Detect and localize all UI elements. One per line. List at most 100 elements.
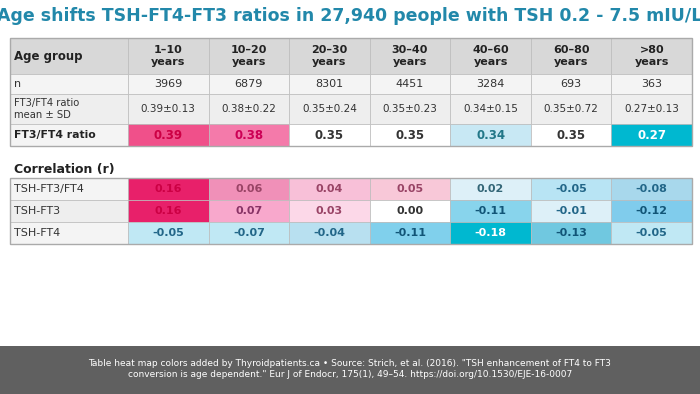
Text: 30–40
years: 30–40 years (392, 45, 428, 67)
Bar (10, 124, 128, 146)
Text: -0.11: -0.11 (394, 228, 426, 238)
Text: 0.34: 0.34 (476, 128, 505, 141)
Bar (289, 124, 370, 146)
Text: 0.35: 0.35 (556, 128, 586, 141)
Bar (10, 38, 128, 74)
Text: 1–10
years: 1–10 years (151, 45, 186, 67)
Text: 3969: 3969 (154, 79, 183, 89)
Text: 0.35±0.23: 0.35±0.23 (383, 104, 438, 114)
Bar (611, 222, 692, 244)
Text: -0.05: -0.05 (555, 184, 587, 194)
Text: 0.02: 0.02 (477, 184, 504, 194)
Bar (128, 94, 209, 124)
Text: Table heat map colors added by Thyroidpatients.ca • Source: Strich, et al. (2016: Table heat map colors added by Thyroidpa… (89, 359, 611, 379)
Text: -0.11: -0.11 (475, 206, 507, 216)
Text: 20–30
years: 20–30 years (312, 45, 348, 67)
Text: 4451: 4451 (396, 79, 424, 89)
Bar (531, 178, 611, 200)
Text: >80
years: >80 years (634, 45, 669, 67)
Bar (10, 38, 692, 146)
Bar (611, 124, 692, 146)
Bar (450, 94, 531, 124)
Bar (10, 200, 128, 222)
Text: FT3/FT4 ratio: FT3/FT4 ratio (14, 130, 96, 140)
Bar (450, 38, 531, 74)
Text: 0.05: 0.05 (396, 184, 424, 194)
Text: 0.04: 0.04 (316, 184, 343, 194)
Bar (611, 94, 692, 124)
Text: 693: 693 (561, 79, 582, 89)
Text: FT3/FT4 ratio
mean ± SD: FT3/FT4 ratio mean ± SD (14, 98, 79, 120)
Bar (370, 74, 450, 94)
Bar (450, 200, 531, 222)
Bar (289, 38, 370, 74)
Bar (531, 124, 611, 146)
Bar (289, 222, 370, 244)
Bar (611, 200, 692, 222)
Bar (209, 38, 289, 74)
Bar (128, 124, 209, 146)
Bar (450, 124, 531, 146)
Bar (370, 178, 450, 200)
Text: -0.13: -0.13 (555, 228, 587, 238)
Bar (209, 124, 289, 146)
Bar (370, 38, 450, 74)
Bar (209, 222, 289, 244)
Bar (611, 74, 692, 94)
Bar (450, 178, 531, 200)
Text: 0.38: 0.38 (234, 128, 263, 141)
Text: 8301: 8301 (316, 79, 344, 89)
Text: TSH-FT3/FT4: TSH-FT3/FT4 (14, 184, 84, 194)
Text: 0.00: 0.00 (396, 206, 424, 216)
Bar (10, 178, 128, 200)
Text: Age group: Age group (14, 50, 83, 63)
Bar (611, 178, 692, 200)
Bar (10, 178, 692, 244)
Text: 0.39±0.13: 0.39±0.13 (141, 104, 196, 114)
Bar (10, 222, 128, 244)
Text: -0.08: -0.08 (636, 184, 668, 194)
Text: Correlation (r): Correlation (r) (14, 162, 115, 175)
Bar (370, 124, 450, 146)
Text: 0.27±0.13: 0.27±0.13 (624, 104, 679, 114)
Text: TSH-FT3: TSH-FT3 (14, 206, 60, 216)
Bar (531, 38, 611, 74)
Text: TSH-FT4: TSH-FT4 (14, 228, 60, 238)
Bar (10, 160, 692, 178)
Text: -0.01: -0.01 (555, 206, 587, 216)
Text: -0.07: -0.07 (233, 228, 265, 238)
Bar (611, 38, 692, 74)
Bar (128, 38, 209, 74)
Text: -0.05: -0.05 (636, 228, 668, 238)
Text: n: n (14, 79, 21, 89)
Text: 0.35: 0.35 (395, 128, 425, 141)
Text: 363: 363 (641, 79, 662, 89)
Text: Age shifts TSH-FT4-FT3 ratios in 27,940 people with TSH 0.2 - 7.5 mIU/L: Age shifts TSH-FT4-FT3 ratios in 27,940 … (0, 7, 700, 25)
Text: -0.05: -0.05 (153, 228, 184, 238)
Text: 0.38±0.22: 0.38±0.22 (221, 104, 276, 114)
Bar (128, 200, 209, 222)
Text: 3284: 3284 (477, 79, 505, 89)
Text: 0.34±0.15: 0.34±0.15 (463, 104, 518, 114)
Bar (209, 74, 289, 94)
Bar (370, 94, 450, 124)
Bar (10, 94, 128, 124)
Text: 10–20
years: 10–20 years (231, 45, 267, 67)
Bar (531, 200, 611, 222)
Bar (209, 178, 289, 200)
Text: -0.18: -0.18 (475, 228, 507, 238)
Text: -0.04: -0.04 (314, 228, 345, 238)
Bar (128, 74, 209, 94)
Bar (370, 200, 450, 222)
Text: 0.35±0.24: 0.35±0.24 (302, 104, 357, 114)
Text: 0.16: 0.16 (155, 184, 182, 194)
Bar (10, 146, 692, 160)
Bar (128, 178, 209, 200)
Bar (289, 200, 370, 222)
Bar (209, 200, 289, 222)
Bar (209, 94, 289, 124)
Text: 0.39: 0.39 (154, 128, 183, 141)
Bar (531, 94, 611, 124)
Text: 6879: 6879 (234, 79, 263, 89)
Bar (450, 222, 531, 244)
